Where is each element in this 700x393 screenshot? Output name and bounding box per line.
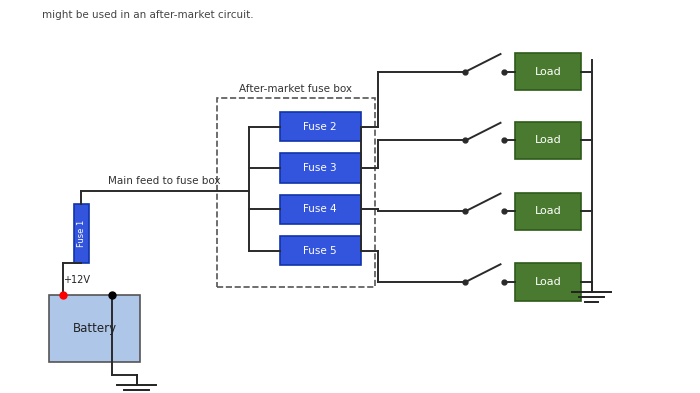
Text: Main feed to fuse box: Main feed to fuse box — [108, 176, 221, 186]
Text: Fuse 5: Fuse 5 — [303, 246, 337, 255]
FancyBboxPatch shape — [74, 204, 89, 263]
FancyBboxPatch shape — [280, 112, 360, 141]
Text: Battery: Battery — [72, 321, 117, 335]
FancyBboxPatch shape — [514, 122, 581, 159]
FancyBboxPatch shape — [514, 53, 581, 90]
FancyBboxPatch shape — [514, 263, 581, 301]
Text: Load: Load — [534, 277, 561, 287]
FancyBboxPatch shape — [280, 236, 360, 265]
Text: Fuse 4: Fuse 4 — [303, 204, 337, 214]
Text: After-market fuse box: After-market fuse box — [239, 84, 352, 94]
Text: +12V: +12V — [63, 275, 90, 285]
Text: Load: Load — [534, 67, 561, 77]
Text: might be used in an after-market circuit.: might be used in an after-market circuit… — [42, 10, 253, 20]
Text: Load: Load — [534, 136, 561, 145]
FancyBboxPatch shape — [49, 295, 140, 362]
Text: Fuse 2: Fuse 2 — [303, 122, 337, 132]
FancyBboxPatch shape — [514, 193, 581, 230]
Text: Load: Load — [534, 206, 561, 216]
Text: Fuse 3: Fuse 3 — [303, 163, 337, 173]
Text: Fuse 1: Fuse 1 — [77, 220, 85, 248]
FancyBboxPatch shape — [280, 195, 360, 224]
FancyBboxPatch shape — [280, 153, 360, 183]
